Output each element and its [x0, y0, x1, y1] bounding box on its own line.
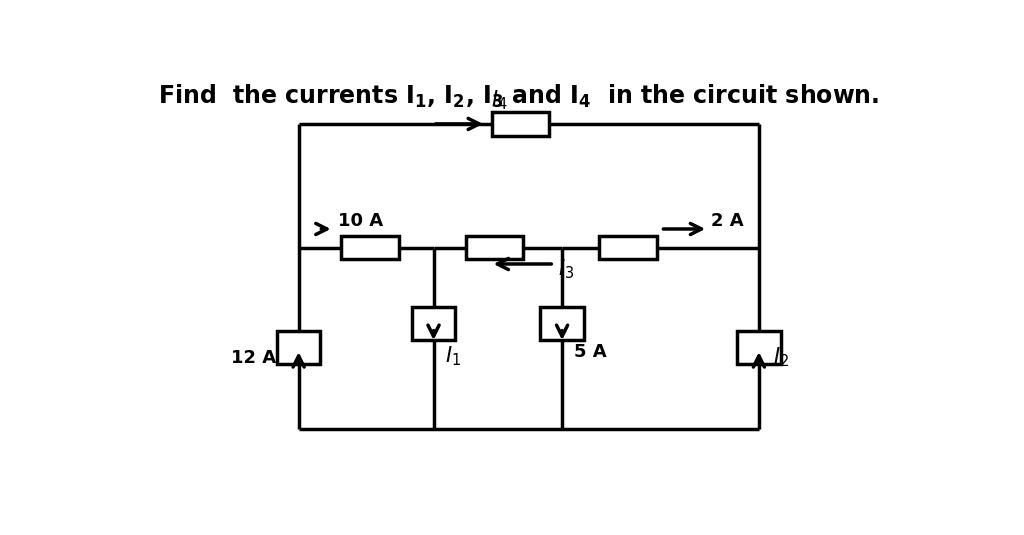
Text: $I_1$: $I_1$ — [445, 345, 462, 368]
Text: $I_3$: $I_3$ — [558, 258, 574, 281]
Bar — [412, 307, 456, 340]
Text: 10 A: 10 A — [338, 212, 383, 230]
Bar — [466, 235, 523, 259]
Text: 12 A: 12 A — [231, 348, 276, 366]
Bar — [276, 331, 321, 363]
Text: $I_4$: $I_4$ — [490, 89, 507, 112]
Text: 5 A: 5 A — [574, 343, 606, 361]
Bar — [599, 235, 656, 259]
Bar — [493, 112, 550, 136]
Bar — [341, 235, 398, 259]
Bar — [737, 331, 780, 363]
Bar — [541, 307, 584, 340]
Text: 2 A: 2 A — [711, 212, 743, 230]
Text: Find  the currents $\mathbf{I}_\mathbf{1}$, $\mathbf{I}_\mathbf{2}$, $\mathbf{I}: Find the currents $\mathbf{I}_\mathbf{1}… — [158, 83, 880, 110]
Text: $I_2$: $I_2$ — [773, 346, 790, 369]
